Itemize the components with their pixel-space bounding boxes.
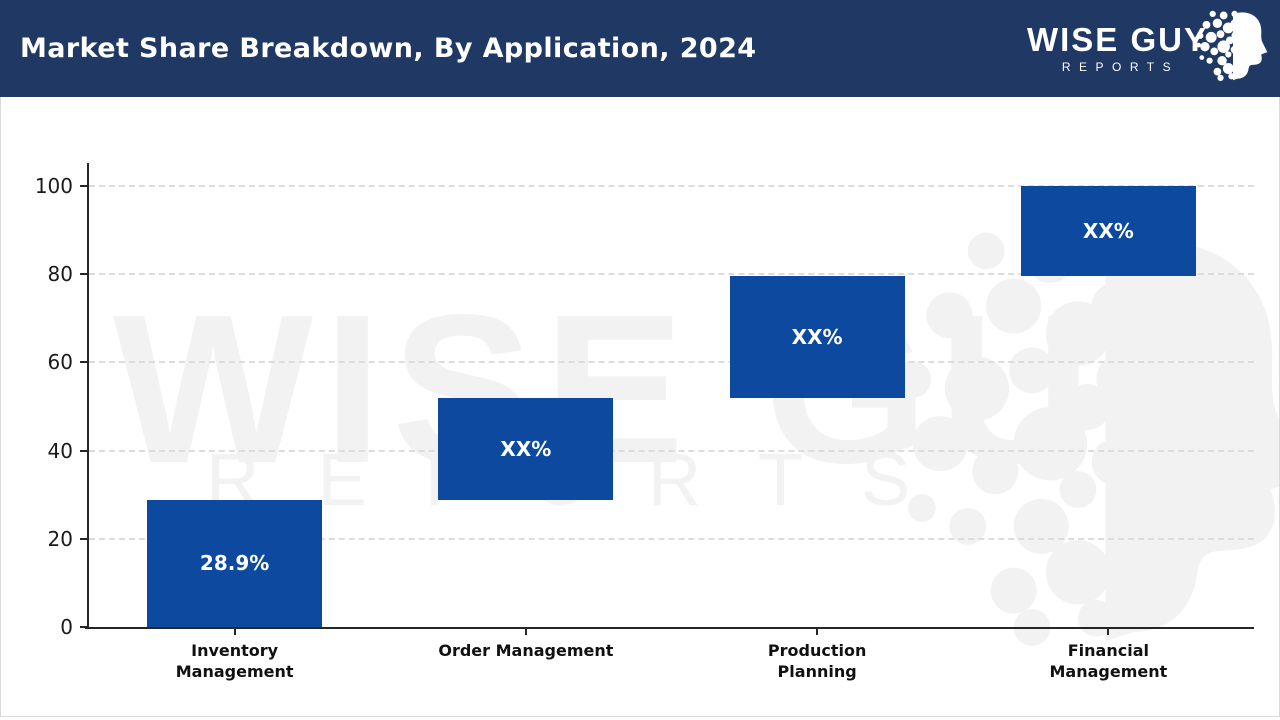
y-tick-label: 80 [47, 262, 73, 287]
bar-order-management: XX% [438, 397, 614, 500]
x-category-label-line: Planning [777, 662, 857, 681]
y-tick-mark [80, 626, 89, 628]
x-category-label-line: Production [767, 641, 867, 660]
y-tick-mark [80, 185, 89, 187]
bar-inventory-management: 28.9% [147, 499, 323, 627]
x-tick-mark [524, 627, 527, 635]
x-category-label-line: Management [175, 662, 294, 681]
bar-financial-management: XX% [1020, 186, 1196, 277]
x-category-label-line: Order Management [438, 641, 614, 660]
x-category-label: Production Planning [768, 640, 866, 682]
x-axis-line [85, 627, 1254, 629]
x-category-label: Inventory Management [176, 640, 294, 682]
chart-canvas: WISE GUY REPORTS 02040608010028.9%Invent… [0, 97, 1280, 717]
bar-value-label: XX% [500, 436, 552, 461]
bar-value-label: XX% [1082, 219, 1134, 244]
y-tick-label: 100 [34, 174, 73, 198]
header-bar: Market Share Breakdown, By Application, … [0, 0, 1280, 97]
brand-wordmark: WISE GUY REPORTS [1026, 21, 1208, 75]
y-gridline [89, 361, 1254, 364]
y-tick-label: 40 [47, 438, 73, 463]
x-tick-mark [1107, 627, 1110, 635]
y-gridline [89, 449, 1254, 452]
y-gridline [89, 273, 1254, 276]
brand-logo: WISE GUY REPORTS [1027, 0, 1272, 97]
brand-name-text: WISE GUY [1026, 21, 1208, 58]
y-tick-label: 60 [47, 350, 73, 375]
y-tick-label: 20 [47, 526, 73, 551]
brand-subname-text: REPORTS [1061, 60, 1180, 74]
y-gridline [89, 537, 1254, 540]
y-tick-mark [80, 537, 89, 540]
x-tick-mark [816, 627, 819, 635]
y-tick-mark [80, 273, 89, 276]
y-tick-label: 0 [60, 615, 73, 639]
x-category-label: Financial Management [1049, 640, 1167, 682]
x-category-label-line: Management [1049, 662, 1168, 681]
y-tick-mark [80, 361, 89, 364]
x-category-label-line: Financial [1067, 641, 1149, 660]
x-category-label: Order Management [438, 640, 613, 661]
plot-area: 0 20 40 60 80 100 28.9% Inventory Management XX% O… [1, 97, 1279, 716]
y-axis-line [87, 163, 89, 629]
bar-production-planning: XX% [729, 276, 905, 398]
x-tick-mark [233, 627, 236, 635]
watermark-head-graphic [889, 232, 1279, 646]
chart-title: Market Share Breakdown, By Application, … [20, 33, 757, 64]
bar-value-label: 28.9% [199, 551, 270, 576]
y-gridline [89, 185, 1254, 187]
bar-value-label: XX% [791, 325, 843, 350]
y-tick-mark [80, 449, 89, 452]
x-category-label-line: Inventory [191, 641, 279, 660]
brand-head-icon [1196, 10, 1268, 81]
